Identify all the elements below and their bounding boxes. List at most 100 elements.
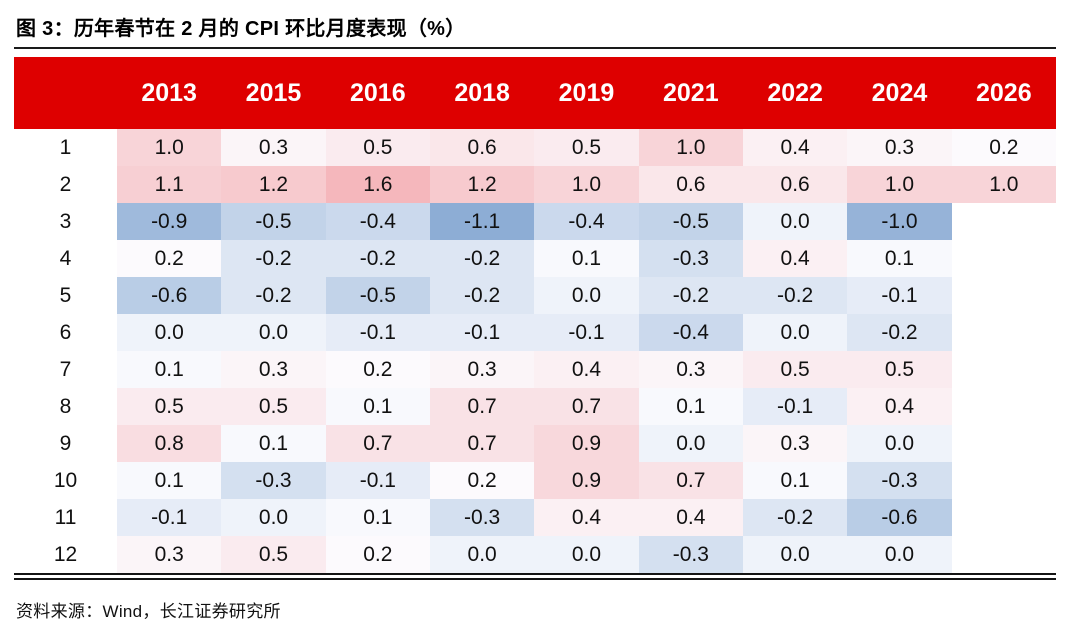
value-cell-2024-m4: 0.1 — [847, 240, 952, 277]
value-cell-2019-m9: 0.9 — [534, 425, 639, 462]
value-cell-2015-m10: -0.3 — [221, 462, 326, 499]
value-cell-2013-m7: 0.1 — [117, 351, 222, 388]
value-cell-2019-m8: 0.7 — [534, 388, 639, 425]
month-row-3: 3 -0.9 -0.5 -0.4 -1.1 -0.4 -0.5 0.0 -1.0 — [14, 203, 1056, 240]
value-cell-2018-m6: -0.1 — [429, 314, 535, 351]
value-cell-2016-m3: -0.4 — [325, 203, 430, 240]
value-cell-2016-m1: 0.5 — [325, 129, 430, 166]
value-cell-2018-m11: -0.3 — [429, 499, 535, 536]
value-cell-2026-m12 — [951, 536, 1056, 573]
value-cell-2013-m6: 0.0 — [117, 314, 222, 351]
value-cell-2016-m12: 0.2 — [325, 536, 430, 573]
value-cell-2019-m12: 0.0 — [534, 536, 639, 573]
value-cell-2026-m4 — [951, 240, 1056, 277]
month-label-cell: 4 — [14, 240, 117, 277]
value-cell-2019-m10: 0.9 — [534, 462, 639, 499]
value-cell-2024-m5: -0.1 — [847, 277, 952, 314]
value-cell-2018-m10: 0.2 — [429, 462, 535, 499]
month-row-8: 8 0.5 0.5 0.1 0.7 0.7 0.1 -0.1 0.4 — [14, 388, 1056, 425]
value-cell-2013-m1: 1.0 — [117, 129, 222, 166]
value-cell-2013-m11: -0.1 — [117, 499, 222, 536]
value-cell-2021-m5: -0.2 — [638, 277, 743, 314]
month-label-cell: 8 — [14, 388, 117, 425]
month-label-cell: 12 — [14, 536, 117, 573]
value-cell-2019-m6: -0.1 — [534, 314, 639, 351]
header-row: 2013 2015 2016 2018 2019 2021 2022 2024 2026 — [14, 57, 1056, 129]
month-label-cell: 9 — [14, 425, 117, 462]
month-row-4: 4 0.2 -0.2 -0.2 -0.2 0.1 -0.3 0.4 0.1 — [14, 240, 1056, 277]
month-label-cell: 10 — [14, 462, 117, 499]
year-header-2019: 2019 — [534, 57, 639, 129]
value-cell-2021-m3: -0.5 — [638, 203, 743, 240]
value-cell-2021-m8: 0.1 — [638, 388, 743, 425]
value-cell-2016-m9: 0.7 — [325, 425, 430, 462]
month-label-cell: 7 — [14, 351, 117, 388]
year-header-2021: 2021 — [638, 57, 743, 129]
month-row-10: 10 0.1 -0.3 -0.1 0.2 0.9 0.7 0.1 -0.3 — [14, 462, 1056, 499]
value-cell-2019-m5: 0.0 — [534, 277, 639, 314]
value-cell-2013-m9: 0.8 — [117, 425, 222, 462]
value-cell-2021-m12: -0.3 — [638, 536, 743, 573]
value-cell-2013-m4: 0.2 — [117, 240, 222, 277]
month-label-cell: 6 — [14, 314, 117, 351]
value-cell-2026-m8 — [951, 388, 1056, 425]
value-cell-2016-m6: -0.1 — [325, 314, 430, 351]
value-cell-2021-m4: -0.3 — [638, 240, 743, 277]
value-cell-2015-m12: 0.5 — [221, 536, 326, 573]
value-cell-2015-m9: 0.1 — [221, 425, 326, 462]
year-header-2016: 2016 — [325, 57, 430, 129]
value-cell-2018-m8: 0.7 — [429, 388, 535, 425]
value-cell-2016-m4: -0.2 — [325, 240, 430, 277]
value-cell-2016-m7: 0.2 — [325, 351, 430, 388]
value-cell-2024-m8: 0.4 — [847, 388, 952, 425]
value-cell-2022-m3: 0.0 — [742, 203, 848, 240]
value-cell-2024-m11: -0.6 — [847, 499, 952, 536]
value-cell-2018-m2: 1.2 — [429, 166, 535, 203]
month-label-cell: 1 — [14, 129, 117, 166]
value-cell-2021-m10: 0.7 — [638, 462, 743, 499]
month-row-6: 6 0.0 0.0 -0.1 -0.1 -0.1 -0.4 0.0 -0.2 — [14, 314, 1056, 351]
value-cell-2015-m7: 0.3 — [221, 351, 326, 388]
value-cell-2021-m2: 0.6 — [638, 166, 743, 203]
value-cell-2021-m7: 0.3 — [638, 351, 743, 388]
value-cell-2022-m4: 0.4 — [742, 240, 848, 277]
value-cell-2018-m9: 0.7 — [429, 425, 535, 462]
value-cell-2019-m11: 0.4 — [534, 499, 639, 536]
value-cell-2019-m7: 0.4 — [534, 351, 639, 388]
value-cell-2013-m5: -0.6 — [117, 277, 222, 314]
month-label-cell: 11 — [14, 499, 117, 536]
value-cell-2013-m12: 0.3 — [117, 536, 222, 573]
value-cell-2026-m2: 1.0 — [951, 166, 1056, 203]
value-cell-2026-m3 — [951, 203, 1056, 240]
table-bottom-rule — [14, 573, 1056, 580]
value-cell-2013-m8: 0.5 — [117, 388, 222, 425]
year-header-2026: 2026 — [951, 57, 1056, 129]
value-cell-2019-m4: 0.1 — [534, 240, 639, 277]
value-cell-2024-m3: -1.0 — [847, 203, 952, 240]
month-label-cell: 2 — [14, 166, 117, 203]
month-row-2: 2 1.1 1.2 1.6 1.2 1.0 0.6 0.6 1.0 1.0 — [14, 166, 1056, 203]
value-cell-2024-m1: 0.3 — [847, 129, 952, 166]
value-cell-2022-m6: 0.0 — [742, 314, 848, 351]
value-cell-2019-m2: 1.0 — [534, 166, 639, 203]
value-cell-2013-m2: 1.1 — [117, 166, 222, 203]
value-cell-2026-m7 — [951, 351, 1056, 388]
value-cell-2015-m6: 0.0 — [221, 314, 326, 351]
value-cell-2024-m7: 0.5 — [847, 351, 952, 388]
value-cell-2026-m1: 0.2 — [951, 129, 1056, 166]
value-cell-2015-m8: 0.5 — [221, 388, 326, 425]
value-cell-2019-m1: 0.5 — [534, 129, 639, 166]
month-row-9: 9 0.8 0.1 0.7 0.7 0.9 0.0 0.3 0.0 — [14, 425, 1056, 462]
value-cell-2022-m2: 0.6 — [742, 166, 848, 203]
year-header-2015: 2015 — [221, 57, 326, 129]
month-label-cell: 5 — [14, 277, 117, 314]
value-cell-2016-m2: 1.6 — [325, 166, 430, 203]
value-cell-2026-m11 — [951, 499, 1056, 536]
value-cell-2013-m10: 0.1 — [117, 462, 222, 499]
value-cell-2015-m11: 0.0 — [221, 499, 326, 536]
value-cell-2018-m5: -0.2 — [429, 277, 535, 314]
month-row-7: 7 0.1 0.3 0.2 0.3 0.4 0.3 0.5 0.5 — [14, 351, 1056, 388]
value-cell-2016-m10: -0.1 — [325, 462, 430, 499]
month-label-cell: 3 — [14, 203, 117, 240]
